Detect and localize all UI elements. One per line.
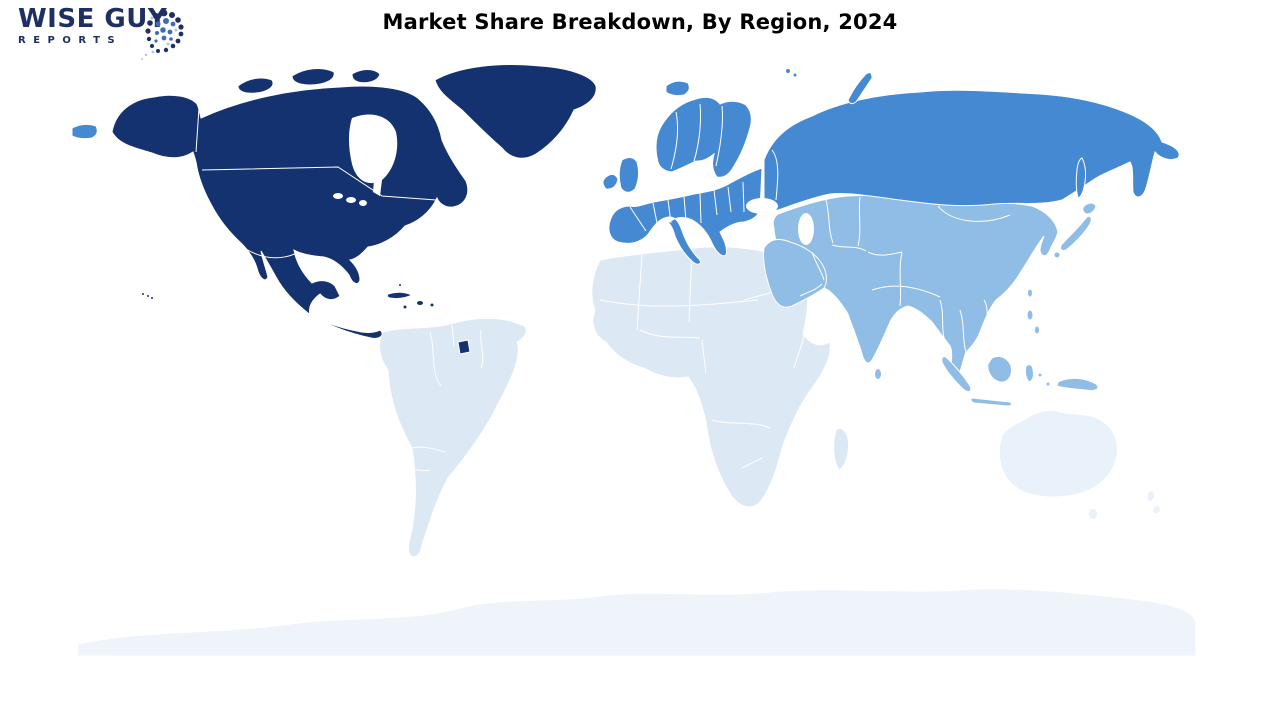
james-bay xyxy=(373,180,382,196)
south-america-borders xyxy=(404,325,483,471)
svalbard xyxy=(786,69,791,74)
page-title: Market Share Breakdown, By Region, 2024 xyxy=(382,10,898,34)
brand-logo: WISE GUY REPORTS xyxy=(18,6,208,72)
north-america-mainland xyxy=(112,86,468,338)
black-sea xyxy=(746,198,778,214)
sri-lanka xyxy=(875,369,882,380)
new-guinea xyxy=(1057,378,1098,390)
bahamas xyxy=(399,284,402,287)
region-asia xyxy=(763,195,1097,406)
svalbard-east xyxy=(793,73,797,77)
great-lake-michigan xyxy=(346,197,356,203)
greenland xyxy=(435,65,596,159)
sumatra xyxy=(942,357,971,392)
japan-hokkaido xyxy=(1083,203,1096,214)
hispaniola xyxy=(417,301,424,306)
south-america xyxy=(380,318,527,557)
great-britain xyxy=(619,157,638,192)
sakhalin xyxy=(1076,158,1085,198)
arabian-peninsula xyxy=(763,240,826,308)
moluccas xyxy=(1038,373,1042,377)
hudson-bay xyxy=(349,114,398,184)
region-africa xyxy=(592,247,849,507)
brand-subtitle: REPORTS xyxy=(18,35,123,46)
novaya-zemlya xyxy=(848,73,872,104)
arctic-island-east xyxy=(352,70,380,83)
scandinavia xyxy=(656,97,751,177)
new-zealand xyxy=(1147,491,1160,514)
region-europe-russia xyxy=(72,69,1179,265)
great-lake-ontario xyxy=(359,200,367,206)
moluccas-south xyxy=(1046,382,1050,386)
brand-name: WISE GUY xyxy=(18,4,168,34)
water-bodies xyxy=(333,114,814,245)
chukotka-wrap xyxy=(72,124,97,138)
australia xyxy=(999,410,1117,497)
tasmania xyxy=(1089,509,1098,520)
iceland xyxy=(666,81,689,95)
north-america-borders xyxy=(196,108,436,329)
wiseguy-head-icon xyxy=(141,9,184,60)
jamaica xyxy=(403,305,407,309)
arctic-island-west xyxy=(238,78,273,93)
puerto-rico xyxy=(430,303,434,307)
ireland xyxy=(603,174,618,189)
japan-honshu xyxy=(1061,216,1092,250)
russia xyxy=(764,90,1179,214)
cuba xyxy=(387,292,412,298)
japan-kyushu xyxy=(1054,252,1060,258)
madagascar xyxy=(834,428,849,470)
philippines-mindanao xyxy=(1035,326,1040,334)
hawaii-2 xyxy=(147,295,150,298)
africa-borders xyxy=(600,249,806,468)
sulawesi xyxy=(1025,365,1033,382)
java xyxy=(971,398,1012,406)
region-antarctica xyxy=(78,589,1196,656)
region-south-america xyxy=(380,318,527,557)
region-north-america xyxy=(112,65,596,354)
hawaii-3 xyxy=(151,297,154,300)
caspian-sea xyxy=(798,213,814,245)
arctic-island-mid xyxy=(292,69,334,85)
hawaii-1 xyxy=(142,293,145,296)
french-guiana xyxy=(458,340,470,354)
philippines-luzon xyxy=(1027,310,1033,320)
region-oceania xyxy=(999,410,1160,519)
europe-borders xyxy=(630,104,778,242)
great-lake-superior xyxy=(333,193,343,199)
asia-borders xyxy=(800,197,1010,352)
antarctica xyxy=(78,589,1196,656)
taiwan xyxy=(1028,289,1033,297)
borneo xyxy=(988,356,1012,382)
